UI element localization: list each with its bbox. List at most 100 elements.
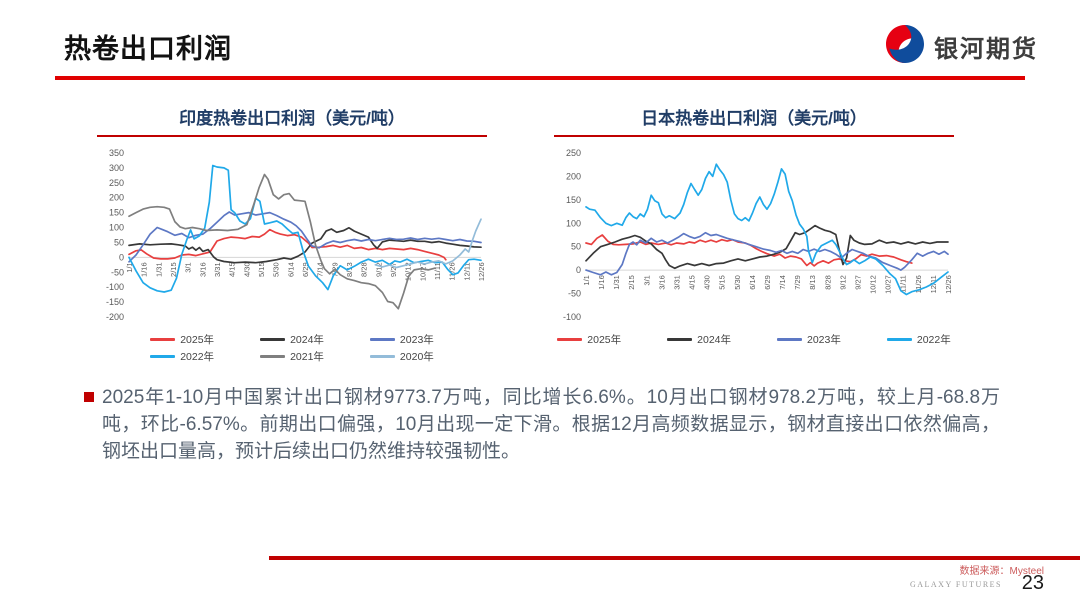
legend-item: 2024年 <box>260 332 324 347</box>
y-tick-label: 0 <box>576 265 581 275</box>
chart-legend-india: 2025年 2024年 2023年 2022年 2021年 2020年 <box>95 332 489 364</box>
x-tick-label: 9/12 <box>838 275 847 290</box>
y-tick-label: 300 <box>109 163 124 173</box>
y-tick-label: 150 <box>109 208 124 218</box>
series-line-2022年 <box>128 164 482 293</box>
x-tick-label: 9/27 <box>854 275 863 290</box>
x-tick-label: 12/26 <box>477 262 486 281</box>
legend-row: 2025年 2024年 2023年 <box>95 332 489 347</box>
x-tick-label: 4/30 <box>703 275 712 290</box>
footer-source: 数据来源：Mysteel <box>959 566 1044 577</box>
legend-row: 2025年 2024年 2023年 2022年 <box>552 332 956 347</box>
legend-item: 2023年 <box>369 332 434 347</box>
header-rule <box>55 76 1025 80</box>
logo: 银河期货 <box>885 24 1038 69</box>
x-tick-label: 5/30 <box>272 262 281 277</box>
series-line-2020年 <box>374 218 482 269</box>
legend-label: 2024年 <box>290 334 324 346</box>
chart-panel-india: 印度热卷出口利润（美元/吨） 350 300 250 200 150 100 50 0 -50 -… <box>95 104 489 364</box>
x-tick-label: 4/15 <box>688 275 697 290</box>
x-tick-label: 12/11 <box>462 262 471 280</box>
legend-label: 2024年 <box>697 334 731 346</box>
legend-item: 2022年 <box>886 332 951 347</box>
x-tick-label: 2/15 <box>169 262 178 277</box>
x-tick-label: 1/31 <box>612 275 621 290</box>
x-tick-label: 11/11 <box>433 262 442 280</box>
commentary-text: 2025年1-10月中国累计出口钢材9773.7万吨，同比增长6.6%。10月出… <box>102 387 1000 462</box>
y-tick-label: 250 <box>109 178 124 188</box>
x-tick-label: 11/11 <box>899 275 908 293</box>
legend-item: 2024年 <box>667 332 731 347</box>
legend-item: 2020年 <box>369 349 434 364</box>
x-tick-label: 2/15 <box>627 275 636 290</box>
legend-swatch <box>260 355 286 358</box>
y-tick-label: 150 <box>566 195 581 205</box>
series-line-2022年 <box>585 163 949 296</box>
y-tick-label: -150 <box>106 297 124 307</box>
x-tick-label: 1/16 <box>597 275 606 290</box>
y-tick-label: 100 <box>566 218 581 228</box>
footer-brand: GALAXY FUTURES <box>909 580 1002 589</box>
legend-label: 2025年 <box>180 334 215 346</box>
y-tick-label: 200 <box>566 171 581 181</box>
x-tick-label: 3/1 <box>642 275 651 285</box>
x-tick-label: 11/26 <box>448 262 457 280</box>
x-tick-label: 6/14 <box>286 262 295 277</box>
chart-legend-japan: 2025年 2024年 2023年 2022年 <box>552 332 956 347</box>
y-tick-label: 50 <box>571 242 581 252</box>
y-tick-label: -50 <box>111 267 124 277</box>
legend-item: 2022年 <box>150 349 214 364</box>
x-tick-label: 12/26 <box>944 275 953 294</box>
legend-item: 2023年 <box>777 332 841 347</box>
x-tick-label: 7/14 <box>778 275 787 290</box>
x-tick-label: 8/28 <box>823 275 832 290</box>
x-tick-label: 10/12 <box>869 275 878 294</box>
legend-item: 2025年 <box>150 332 214 347</box>
x-tick-label: 1/1 <box>582 275 591 285</box>
x-tick-label: 3/16 <box>198 262 207 277</box>
legend-label: 2023年 <box>399 334 434 346</box>
x-tick-label: 5/15 <box>257 262 266 277</box>
chart-panel-japan: 日本热卷出口利润（美元/吨） 250 200 150 100 50 0 -50 -100 1/1… <box>552 104 956 347</box>
legend-label: 2022年 <box>916 334 951 346</box>
x-tick-label: 7/14 <box>316 262 325 277</box>
series-line-2023年 <box>128 211 482 263</box>
y-tick-label: 200 <box>109 193 124 203</box>
y-tick-label: 0 <box>119 252 124 262</box>
y-tick-label: -100 <box>563 312 581 322</box>
legend-swatch <box>369 355 395 358</box>
x-tick-label: 10/27 <box>884 275 893 294</box>
x-tick-label: 3/1 <box>184 262 193 272</box>
series-line-2024年 <box>585 224 949 270</box>
y-tick-label: 50 <box>114 237 124 247</box>
legend-swatch <box>369 338 395 341</box>
x-tick-label: 3/16 <box>657 275 666 290</box>
bullet-square <box>84 392 94 402</box>
chart-title-japan: 日本热卷出口利润（美元/吨） <box>641 109 867 128</box>
x-tick-label: 1/16 <box>140 262 149 277</box>
page-title: 热卷出口利润 <box>64 34 232 64</box>
legend-swatch <box>557 338 583 341</box>
footer-page-number: 23 <box>1021 572 1044 594</box>
chart-japan: 250 200 150 100 50 0 -50 -100 1/1 1/16 1/31 2/15 3/1… <box>563 148 953 322</box>
x-tick-label: 10/12 <box>404 262 413 281</box>
x-tick-label: 8/28 <box>360 262 369 277</box>
x-tick-label: 6/14 <box>748 275 757 290</box>
series-line-2021年 <box>128 173 437 310</box>
legend-label: 2020年 <box>399 351 434 363</box>
y-tick-label: -100 <box>106 282 124 292</box>
series-line-2023年 <box>585 231 949 276</box>
x-tick-label: 9/27 <box>389 262 398 277</box>
legend-label: 2022年 <box>180 351 215 363</box>
x-tick-label: 1/1 <box>125 262 134 272</box>
legend-row: 2022年 2021年 2020年 <box>95 349 489 364</box>
series-line-2024年 <box>128 226 482 264</box>
x-tick-label: 4/30 <box>242 262 251 277</box>
x-tick-label: 3/31 <box>673 275 682 290</box>
y-tick-label: 100 <box>109 223 124 233</box>
x-tick-label: 1/31 <box>154 262 163 277</box>
chart-india: 350 300 250 200 150 100 50 0 -50 -100 -150 -200 1/1 1… <box>106 148 486 322</box>
x-tick-label: 6/29 <box>301 262 310 277</box>
x-tick-label: 6/29 <box>763 275 772 290</box>
y-tick-label: 350 <box>109 148 124 158</box>
